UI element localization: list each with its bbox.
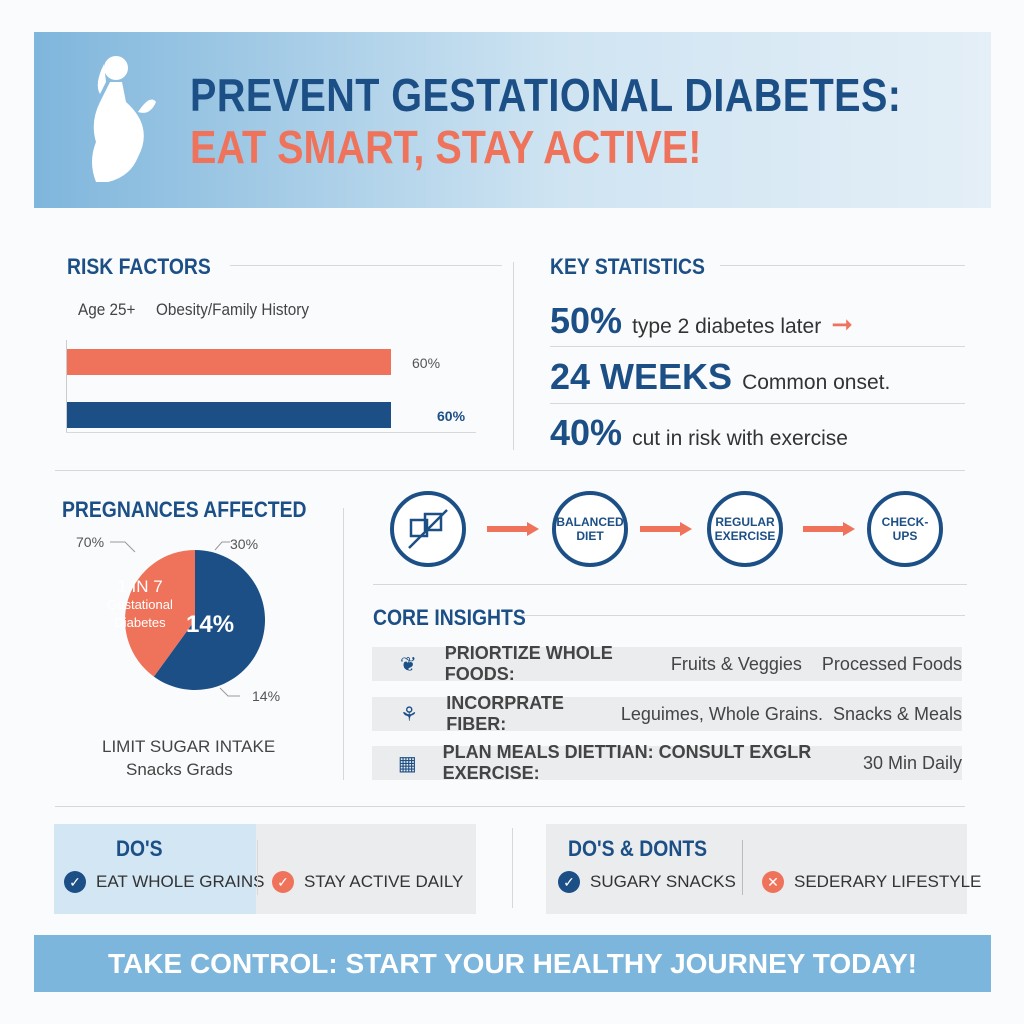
core-insights-title: CORE INSIGHTS	[373, 605, 526, 630]
step-check-ups: CHECK-UPS	[867, 491, 943, 567]
divider	[550, 346, 965, 347]
pregnancies-title: PREGNANCES AFFECTED	[62, 497, 307, 522]
stat-value: 40%	[550, 412, 623, 453]
arrow-right-icon: ➞	[831, 309, 853, 339]
callout-line	[214, 541, 230, 551]
risk-factors-title: RISK FACTORS	[67, 254, 211, 279]
risk-bar-1-label: 60%	[412, 355, 441, 371]
do-item: ✓ STAY ACTIVE DAILY	[272, 871, 463, 893]
callout-line	[110, 541, 136, 553]
risk-label-obesity: Obesity/Family History	[156, 300, 310, 319]
insight-row: ⚘ INCORPRATE FIBER: Leguimes, Whole Grain…	[372, 693, 962, 734]
risk-bar-2	[67, 402, 391, 428]
risk-bar-1	[67, 349, 391, 375]
do-text: EAT WHOLE GRAINS	[96, 872, 265, 891]
divider	[742, 840, 743, 895]
divider	[230, 265, 502, 266]
insight-bold: PLAN MEALS DIETTIAN: CONSULT EXGLR EXERC…	[442, 742, 812, 783]
stat-value: 24 WEEKS	[550, 356, 733, 397]
do-item: ✓ EAT WHOLE GRAINS	[64, 871, 264, 893]
divider	[55, 470, 965, 471]
stat-text: cut in risk with exercise	[632, 427, 848, 450]
divider	[257, 840, 258, 895]
stat-2: 24 WEEKS Common onset.	[550, 356, 890, 398]
divider	[512, 828, 513, 908]
no-sugar-step	[390, 491, 466, 567]
arrow-right-icon	[487, 522, 539, 541]
snacks-note: Snacks Grads	[126, 760, 233, 779]
callout-30: 30%	[230, 536, 259, 552]
arrow-right-icon	[640, 522, 692, 541]
pie-slice	[125, 550, 195, 677]
arrow-right-icon	[803, 522, 855, 541]
do-item: ✓ SUGARY SNACKS	[558, 871, 736, 893]
insight-text: Leguimes, Whole Grains. Snacks & Meals	[615, 703, 962, 724]
risk-bar-2-label: 60%	[437, 408, 466, 424]
insight-bold: PRIORTIZE WHOLE FOODS:	[444, 643, 613, 684]
insight-row: ▦ PLAN MEALS DIETTIAN: CONSULT EXGLR EXER…	[372, 742, 962, 783]
no-sugar-cubes-icon	[408, 509, 448, 549]
dos-donts-panel	[546, 824, 967, 914]
risk-label-age: Age 25+	[78, 300, 136, 319]
divider	[55, 806, 965, 807]
dont-item: ✕ SEDERARY LIFESTYLE	[762, 871, 981, 893]
callout-line	[219, 687, 240, 697]
dont-text: SEDERARY LIFESTYLE	[794, 872, 982, 891]
do-text: SUGARY SNACKS	[590, 872, 736, 891]
check-icon: ✓	[272, 871, 294, 893]
dos-donts-title: DO'S & DONTS	[568, 836, 708, 861]
dos-title: DO'S	[116, 836, 163, 861]
limit-sugar-note: LIMIT SUGAR INTAKE	[102, 737, 276, 756]
pie-blue-label: 14%	[186, 611, 235, 638]
pie-slice	[153, 550, 265, 690]
divider	[343, 508, 344, 780]
dos-highlight	[54, 824, 256, 914]
callout-70: 70%	[76, 534, 105, 550]
divider	[550, 403, 965, 404]
title-line1: PREVENT GESTATIONAL DIABETES:	[190, 69, 902, 121]
insight-bold: INCORPRATE FIBER:	[446, 693, 564, 734]
check-icon: ✓	[558, 871, 580, 893]
key-statistics-title: KEY STATISTICS	[550, 254, 705, 279]
pie-ratio: 1 IN 7	[117, 577, 163, 596]
divider	[373, 584, 967, 585]
title-line2: EAT SMART, STAY ACTIVE!	[190, 121, 702, 173]
pie-label: Diabetes	[114, 615, 166, 630]
insight-row: ❦ PRIORTIZE WHOLE FOODS: Fruits & Veggies…	[372, 643, 962, 684]
callout-14: 14%	[252, 688, 281, 704]
insight-text: 30 Min Daily	[857, 752, 962, 773]
stat-text: type 2 diabetes later	[632, 315, 822, 338]
pie-chart	[110, 541, 265, 697]
x-icon: ✕	[762, 871, 784, 893]
stat-3: 40% cut in risk with exercise	[550, 412, 848, 454]
leaf-icon: ❦	[400, 653, 417, 676]
pie-orange-label: 1 IN 7 Gestational Diabetes	[100, 578, 180, 632]
stat-value: 50%	[550, 300, 623, 341]
wheat-icon: ⚘	[400, 703, 419, 726]
divider	[720, 265, 965, 266]
step-regular-exercise: REGULAR EXERCISE	[707, 491, 783, 567]
divider	[513, 262, 514, 450]
footer-banner: TAKE CONTROL: START YOUR HEALTHY JOURNEY…	[34, 935, 991, 992]
axis	[66, 340, 67, 432]
pregnant-woman-icon	[92, 56, 156, 182]
pie-label: Gestational	[107, 597, 173, 612]
axis	[66, 432, 476, 433]
header-banner	[34, 32, 991, 208]
insight-text: Fruits & Veggies Processed Foods	[665, 653, 962, 674]
do-text: STAY ACTIVE DAILY	[304, 872, 464, 891]
step-balanced-diet: BALANCED DIET	[552, 491, 628, 567]
divider	[520, 615, 965, 616]
stat-1: 50% type 2 diabetes later ➞	[550, 300, 853, 342]
calendar-icon: ▦	[397, 752, 417, 775]
stat-text: Common onset.	[742, 371, 891, 394]
check-icon: ✓	[64, 871, 86, 893]
